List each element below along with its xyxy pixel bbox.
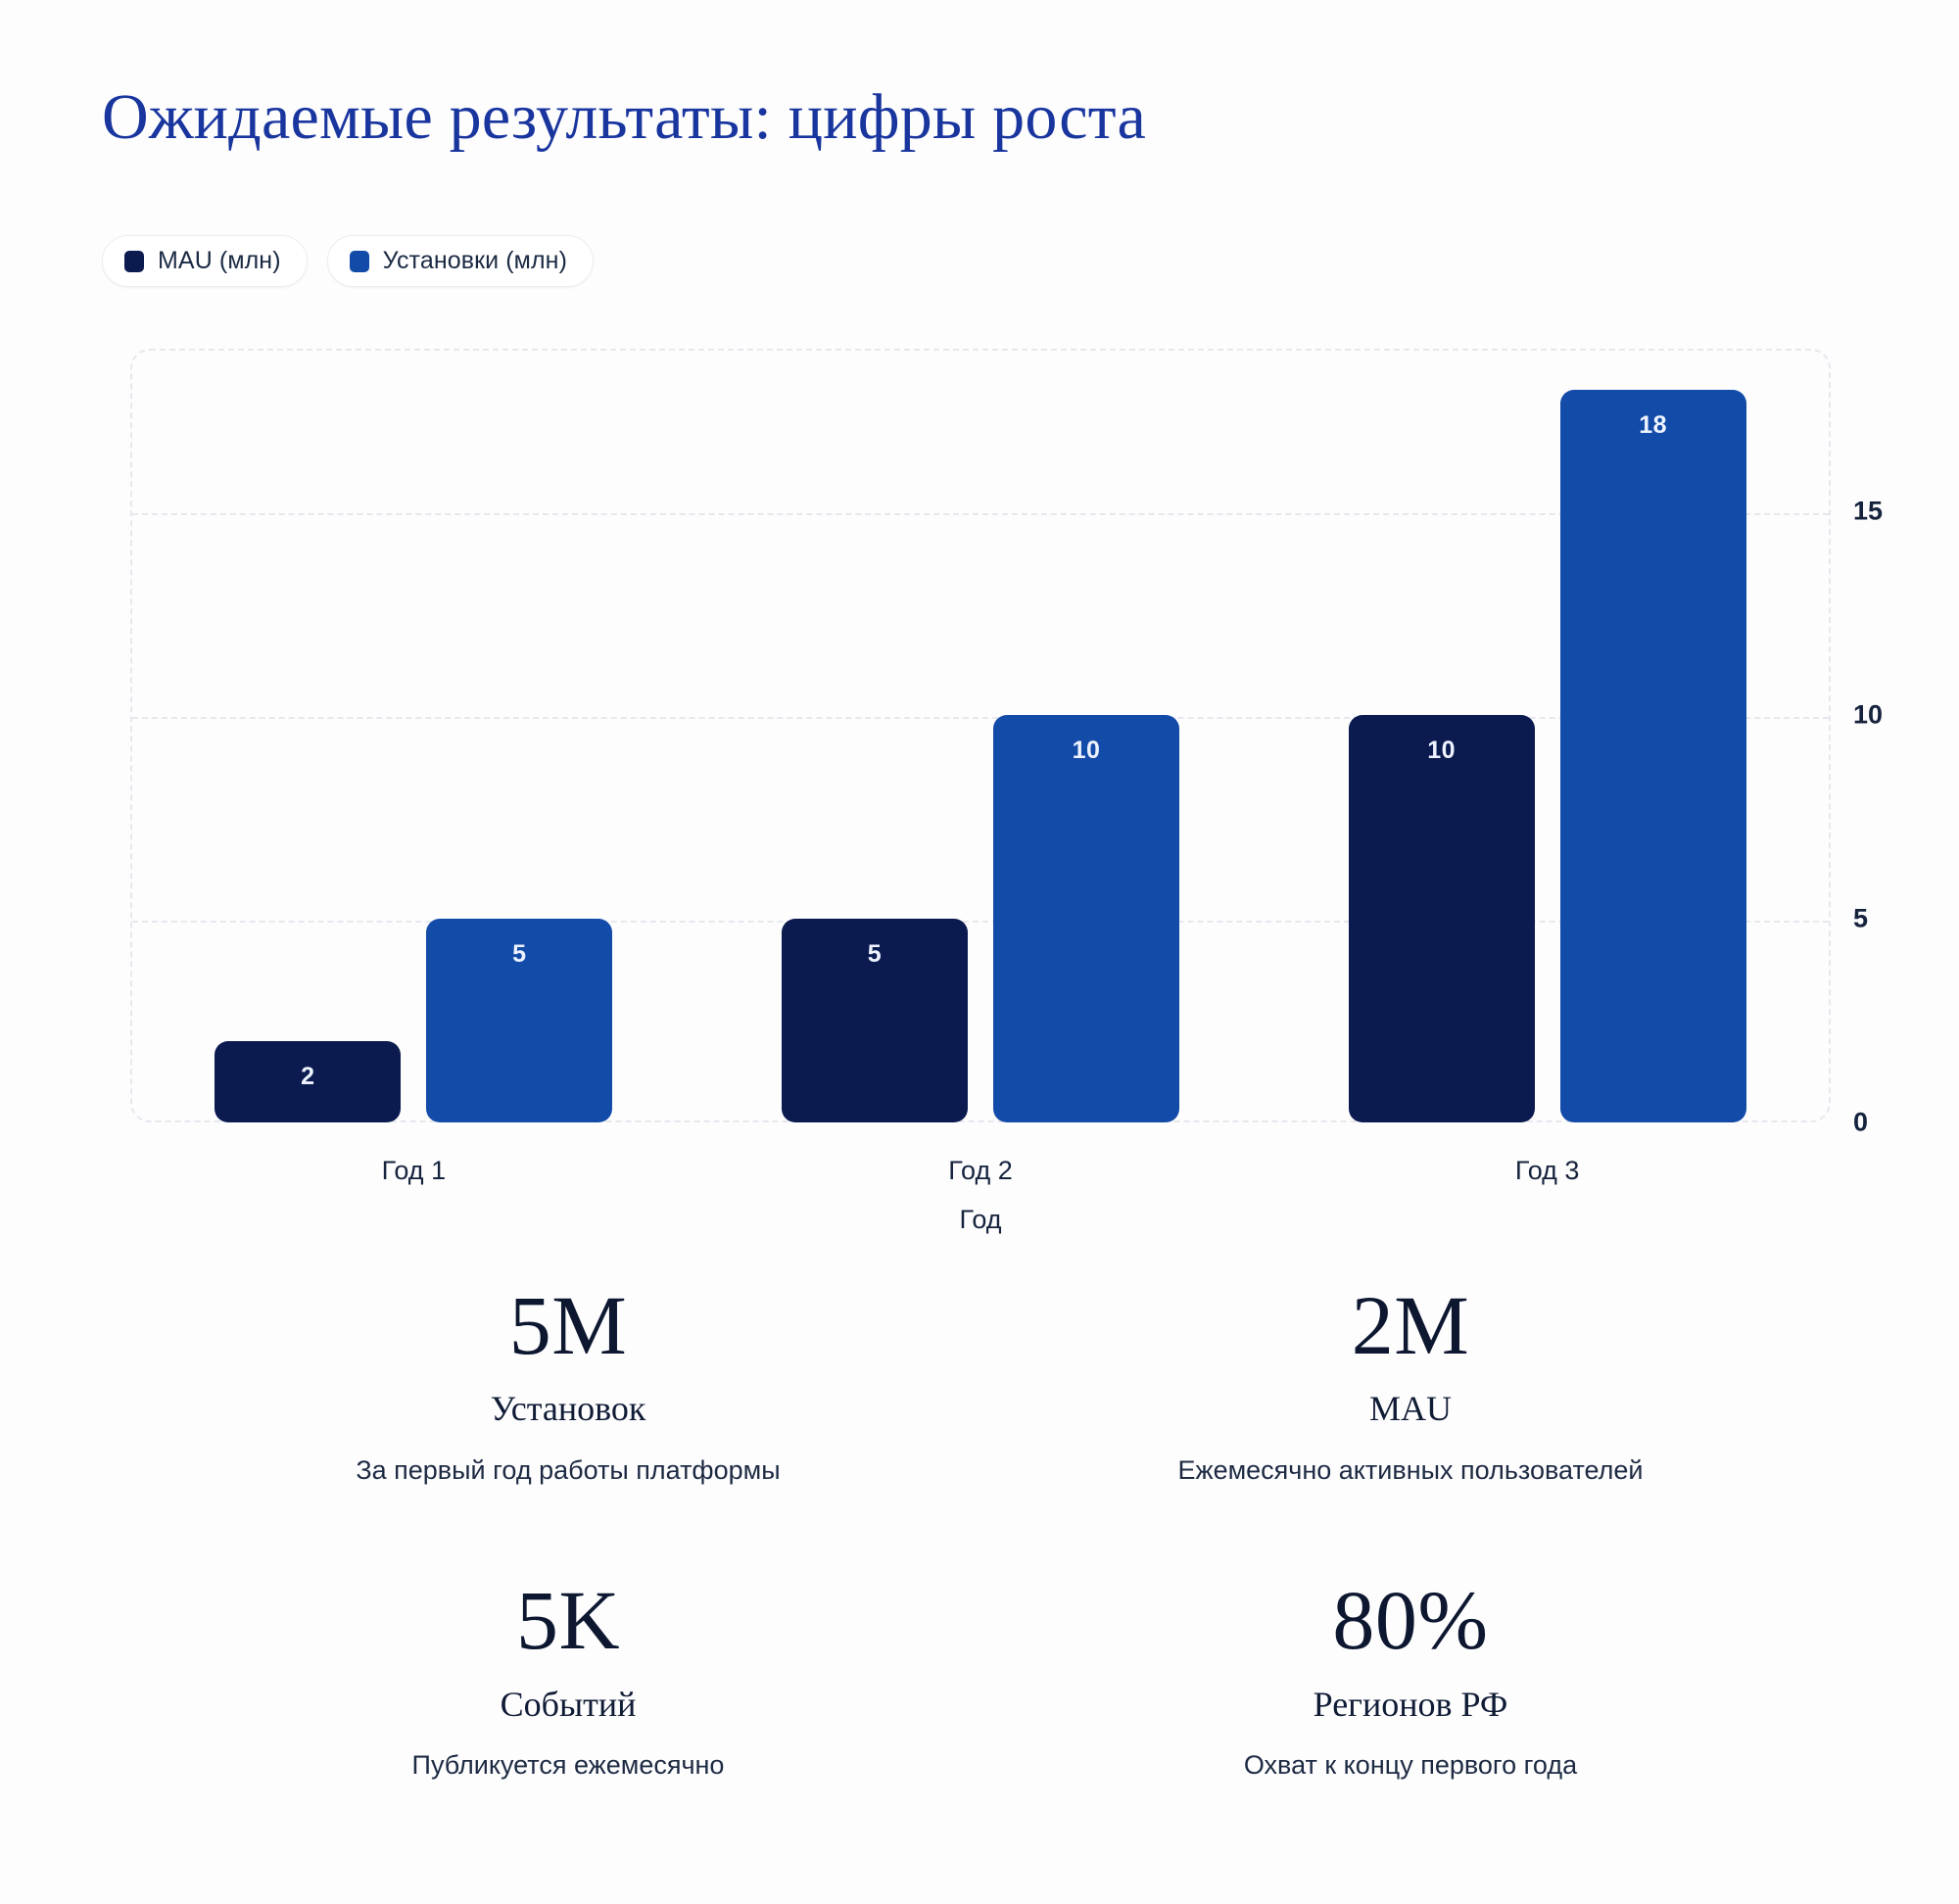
chart-y-tick-label: 10 bbox=[1853, 699, 1884, 730]
stat-description: За первый год работы платформы bbox=[356, 1454, 781, 1485]
chart-bar-value-label: 5 bbox=[512, 940, 527, 969]
stat-value: 5K bbox=[515, 1573, 621, 1668]
chart-plot-area bbox=[130, 349, 1831, 1122]
chart-bar-group: 10 18 bbox=[1264, 349, 1831, 1122]
legend-item-label: Установки (млн) bbox=[382, 247, 567, 274]
chart-bar-value-label: 5 bbox=[867, 940, 883, 969]
chart-bar-value-label: 18 bbox=[1639, 410, 1668, 439]
stat-card: 5M Установок За первый год работы платфо… bbox=[147, 1278, 989, 1487]
chart-y-tick-label: 15 bbox=[1853, 496, 1884, 526]
page-title: Ожидаемые результаты: цифры роста bbox=[102, 81, 1147, 153]
chart-bar[interactable]: 2 bbox=[215, 1040, 402, 1122]
chart-gridline bbox=[132, 921, 1829, 924]
chart-x-axis-title: Год bbox=[959, 1205, 1002, 1234]
chart-bar[interactable]: 5 bbox=[426, 919, 613, 1122]
chart-x-tick-label: Год 3 bbox=[1514, 1156, 1580, 1185]
chart-bar-value-label: 10 bbox=[1427, 737, 1457, 765]
chart-bar-group: 5 10 bbox=[697, 349, 1265, 1122]
stats-grid: 5M Установок За первый год работы платфо… bbox=[147, 1278, 1832, 1783]
stat-description: Ежемесячно активных пользователей bbox=[1177, 1454, 1644, 1485]
chart-bars-layer: 2 5 5 10 10 18 bbox=[130, 349, 1831, 1122]
stat-card: 80% Регионов РФ Охват к концу первого го… bbox=[989, 1573, 1832, 1782]
chart-x-tick-label: Год 1 bbox=[381, 1156, 447, 1185]
stat-description: Публикуется ежемесячно bbox=[411, 1749, 725, 1780]
stat-card: 5K Событий Публикуется ежемесячно bbox=[147, 1573, 989, 1782]
chart-bar[interactable]: 18 bbox=[1559, 389, 1746, 1122]
chart-y-tick-label: 0 bbox=[1853, 1107, 1869, 1137]
stat-card: 2M MAU Ежемесячно активных пользователей bbox=[989, 1278, 1832, 1487]
square-swatch-icon bbox=[349, 250, 369, 272]
chart-bar-value-label: 2 bbox=[301, 1062, 315, 1090]
stat-value: 5M bbox=[508, 1278, 628, 1372]
chart-legend: MAU (млн) Установки (млн) bbox=[102, 235, 594, 287]
chart-x-tick-label: Год 2 bbox=[948, 1156, 1013, 1185]
stat-label: Установок bbox=[490, 1389, 646, 1429]
chart-y-tick-label: 5 bbox=[1853, 903, 1869, 933]
chart-bar[interactable]: 10 bbox=[1348, 715, 1535, 1122]
legend-item-label: MAU (млн) bbox=[158, 247, 281, 274]
chart-bar-value-label: 10 bbox=[1072, 737, 1101, 765]
stat-label: Событий bbox=[500, 1684, 637, 1724]
bar-chart: 2 5 5 10 10 18 0 5 10 15 Год 1 Год 2 Год 3 Год bbox=[130, 349, 1884, 1234]
stat-description: Охват к концу первого года bbox=[1243, 1749, 1578, 1780]
stat-value: 2M bbox=[1351, 1278, 1470, 1372]
stat-label: MAU bbox=[1368, 1389, 1452, 1429]
chart-gridline bbox=[132, 513, 1829, 516]
legend-item-installs[interactable]: Установки (млн) bbox=[326, 235, 594, 287]
chart-bar[interactable]: 5 bbox=[781, 919, 968, 1122]
stat-value: 80% bbox=[1332, 1573, 1489, 1668]
stat-label: Регионов РФ bbox=[1313, 1684, 1508, 1724]
chart-gridline bbox=[132, 717, 1829, 720]
chart-bar[interactable]: 10 bbox=[992, 715, 1179, 1122]
square-swatch-icon bbox=[124, 250, 144, 272]
legend-item-mau[interactable]: MAU (млн) bbox=[102, 235, 308, 287]
